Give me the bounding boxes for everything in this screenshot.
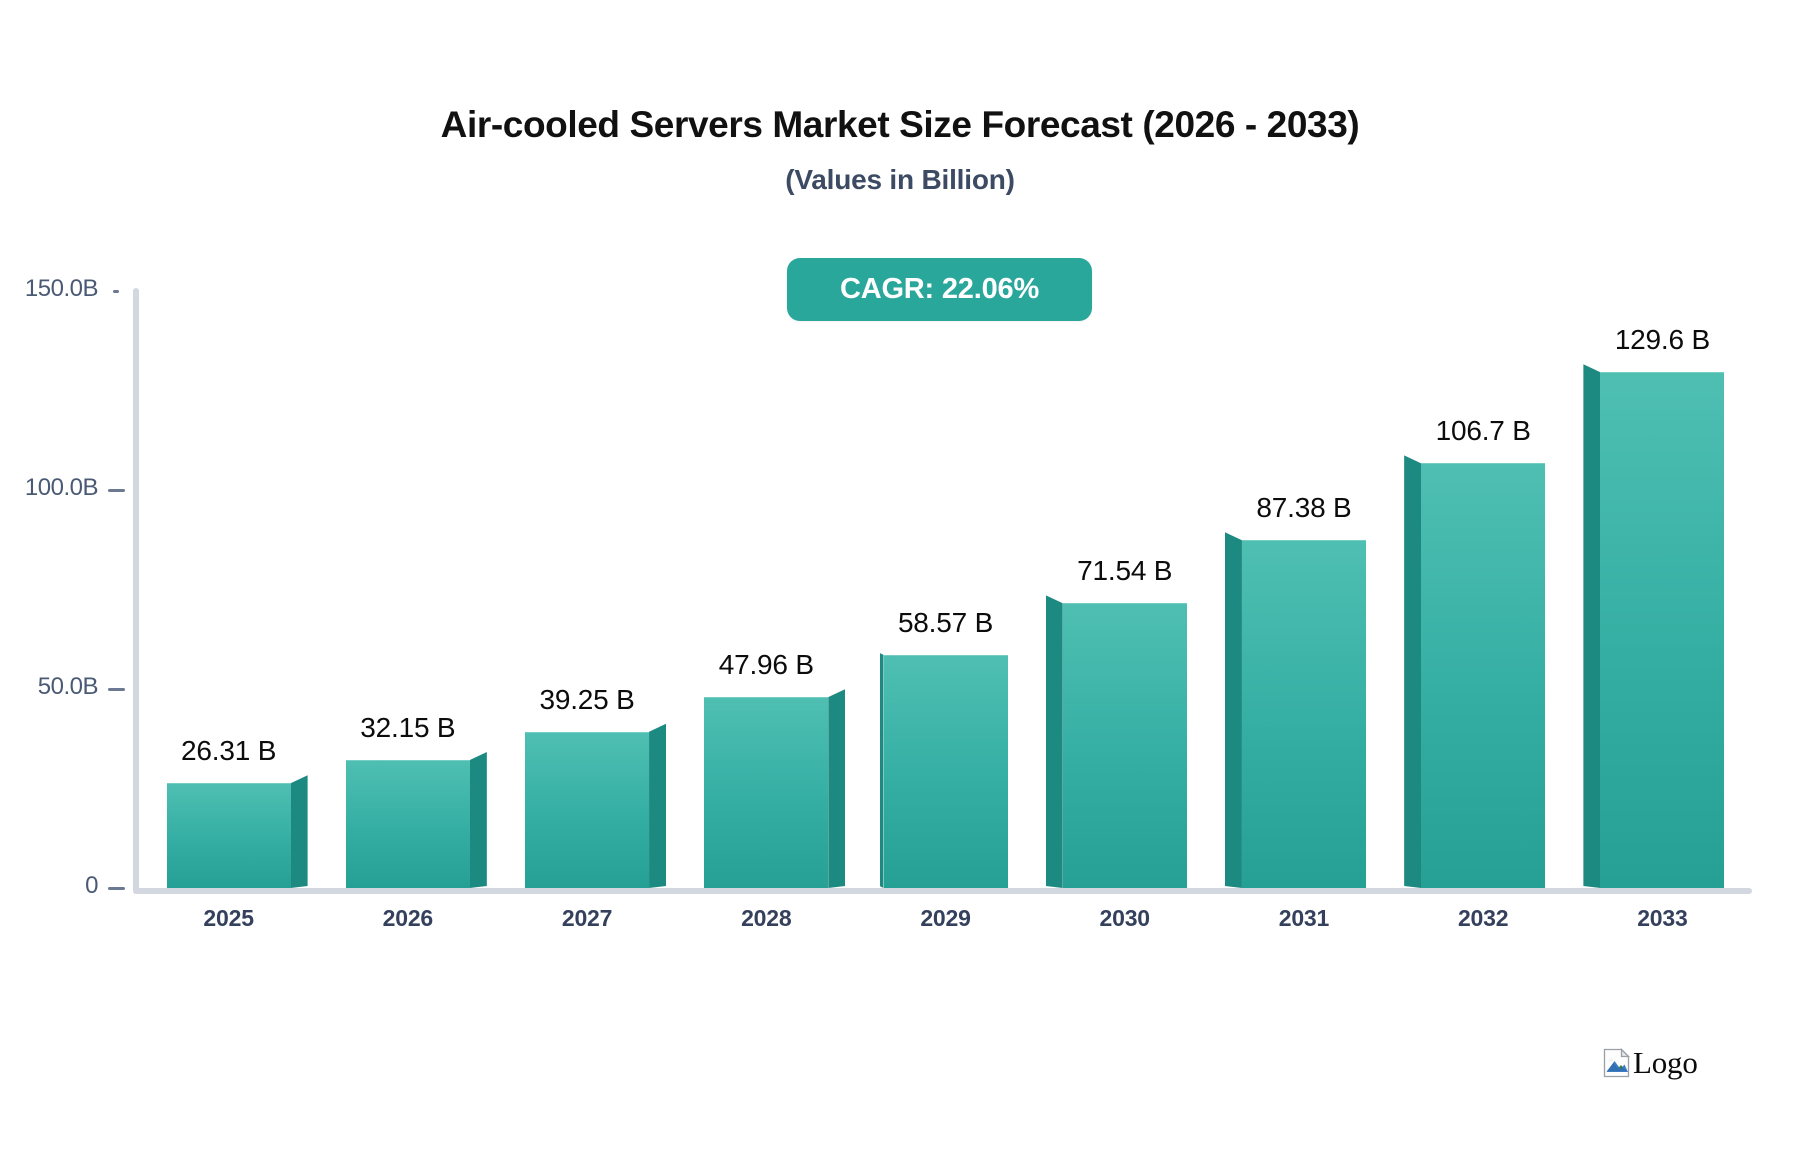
y-axis-line bbox=[133, 288, 139, 892]
bar-value-label: 47.96 B bbox=[718, 649, 814, 681]
bar-front-face bbox=[345, 760, 470, 888]
bar-value-label: 71.54 B bbox=[1077, 555, 1173, 587]
bar-front-face bbox=[883, 654, 1008, 888]
bar-front-face bbox=[1241, 540, 1366, 888]
x-axis-label-2027: 2027 bbox=[561, 905, 613, 931]
y-axis-tick-mark bbox=[108, 887, 125, 890]
bar-front-face bbox=[1421, 463, 1546, 888]
x-axis-label-2033: 2033 bbox=[1637, 905, 1688, 931]
x-axis-label-2028: 2028 bbox=[741, 905, 792, 931]
page-title: Air-cooled Servers Market Size Forecast … bbox=[440, 104, 1360, 145]
bar-side-face bbox=[649, 724, 666, 888]
bar-side-face bbox=[828, 689, 845, 888]
bar-value-label: 129.6 B bbox=[1614, 324, 1710, 356]
y-axis-tick-mark bbox=[113, 290, 119, 293]
x-axis-label-2029: 2029 bbox=[920, 905, 971, 931]
y-axis-tick-label: 0 bbox=[85, 872, 98, 899]
bar-value-label: 26.31 B bbox=[181, 735, 277, 767]
cagr-badge-label: CAGR: 22.06% bbox=[839, 273, 1040, 305]
bar-value-label: 32.15 B bbox=[360, 712, 456, 744]
bar-front-face bbox=[525, 731, 650, 888]
bar-value-label: 106.7 B bbox=[1435, 415, 1531, 447]
bar-side-face bbox=[880, 653, 884, 888]
y-axis-tick-mark bbox=[108, 489, 125, 492]
x-axis-label-2025: 2025 bbox=[203, 905, 254, 931]
x-axis-label-2031: 2031 bbox=[1278, 905, 1330, 931]
bar-value-label: 87.38 B bbox=[1256, 492, 1352, 524]
cagr-badge: CAGR: 22.06% bbox=[787, 258, 1092, 321]
y-axis-tick-label: 150.0B bbox=[24, 275, 99, 302]
x-axis-label-2030: 2030 bbox=[1099, 905, 1151, 931]
bar-side-face bbox=[1225, 532, 1242, 888]
bar-value-label: 39.25 B bbox=[539, 683, 635, 715]
bar-front-face bbox=[1600, 372, 1725, 888]
bar-side-face bbox=[1583, 364, 1600, 888]
bar-side-face bbox=[291, 775, 308, 888]
broken-image-icon bbox=[1603, 1047, 1631, 1077]
bar-value-label: 58.57 B bbox=[897, 606, 994, 638]
x-axis-label-2026: 2026 bbox=[382, 905, 434, 931]
chart-subtitle: (Values in Billion) bbox=[785, 163, 1015, 195]
logo: Logo bbox=[1602, 1047, 1698, 1078]
y-axis-tick-mark bbox=[108, 688, 125, 691]
bar-side-face bbox=[470, 752, 487, 888]
bar-side-face bbox=[1404, 455, 1421, 888]
bar-front-face bbox=[166, 783, 291, 888]
logo-alt-text: Logo bbox=[1633, 1045, 1698, 1080]
y-axis-tick-label: 50.0B bbox=[37, 673, 99, 700]
x-axis-label-2032: 2032 bbox=[1457, 905, 1509, 931]
chart-header: Air-cooled Servers Market Size Forecast … bbox=[0, 104, 1800, 196]
bar-front-face bbox=[704, 697, 829, 888]
bar-side-face bbox=[1046, 595, 1063, 888]
y-axis-tick-label: 100.0B bbox=[24, 474, 99, 501]
bar-front-face bbox=[1062, 603, 1187, 888]
x-axis-line bbox=[133, 888, 1752, 894]
